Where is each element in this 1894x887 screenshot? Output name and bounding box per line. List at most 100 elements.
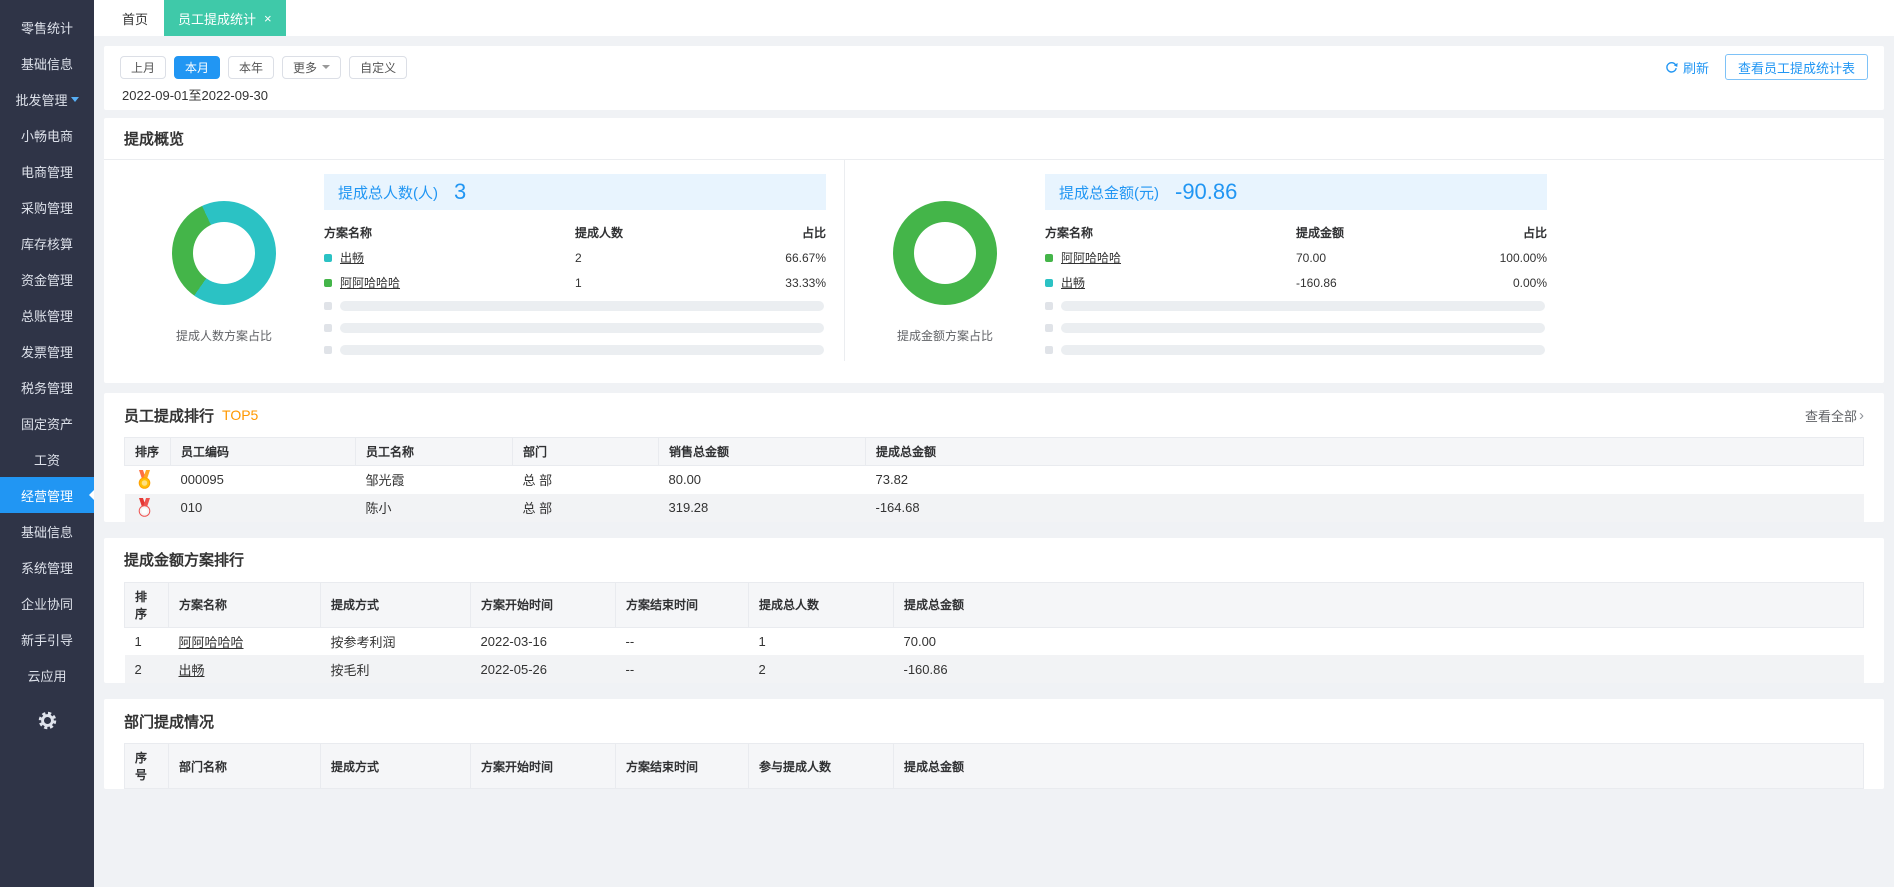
- table-row: 阿阿哈哈哈 70.00 100.00%: [1045, 245, 1547, 270]
- sidebar-item-fixed-assets[interactable]: 固定资产: [20, 416, 73, 432]
- sidebar-item-business-mgmt[interactable]: 经营管理: [0, 477, 94, 513]
- top5-badge: TOP5: [222, 407, 259, 423]
- skeleton-bar: [1061, 323, 1545, 333]
- sidebar: 零售统计 基础信息 批发管理 小畅电商 电商管理 采购管理 库存核算 资金管理 …: [0, 0, 94, 887]
- sidebar-item-inventory-accounting[interactable]: 库存核算: [20, 236, 73, 252]
- filter-this-month-button[interactable]: 本月: [174, 55, 221, 79]
- view-commission-table-button[interactable]: 查看员工提成统计表: [1724, 54, 1868, 80]
- table-row: 出畅 2 66.67%: [324, 245, 826, 270]
- dept-commission-card: 部门提成情况 序号 部门名称 提成方式 方案开始时间 方案结束时间 参与提成人数…: [104, 699, 1884, 789]
- legend-dot-icon: [1045, 253, 1053, 262]
- plan-link[interactable]: 阿阿哈哈哈: [178, 634, 244, 650]
- legend-dot-icon: [324, 324, 332, 332]
- count-donut-caption: 提成人数方案占比: [175, 329, 272, 343]
- filter-custom-button[interactable]: 自定义: [349, 55, 408, 79]
- placeholder-row: [1045, 339, 1547, 361]
- legend-dot-icon: [1045, 278, 1053, 287]
- sidebar-item-beginner-guide[interactable]: 新手引导: [20, 632, 73, 648]
- plan-link[interactable]: 出畅: [340, 251, 365, 265]
- plan-ranking-card: 提成金额方案排行 排序 方案名称 提成方式 方案开始时间 方案结束时间 提成总人…: [104, 537, 1884, 683]
- refresh-icon: [1666, 61, 1678, 73]
- skeleton-bar: [340, 301, 824, 311]
- tab-commission-stats[interactable]: 员工提成统计 ×: [164, 0, 286, 36]
- view-all-link[interactable]: 查看全部: [1805, 406, 1864, 425]
- sidebar-item-funds-mgmt[interactable]: 资金管理: [20, 272, 73, 288]
- table-row: 出畅 -160.86 0.00%: [1045, 270, 1547, 295]
- table-row[interactable]: 010 陈小 总 部 319.28 -164.68: [124, 493, 1864, 522]
- placeholder-row: [1045, 317, 1547, 339]
- dept-commission-table: 序号 部门名称 提成方式 方案开始时间 方案结束时间 参与提成人数 提成总金额: [124, 743, 1864, 789]
- employee-ranking-table: 排序 员工编码 员工名称 部门 销售总金额 提成总金额: [124, 437, 1864, 522]
- sidebar-item-system-mgmt[interactable]: 系统管理: [20, 560, 73, 576]
- sidebar-item-payroll[interactable]: 工资: [33, 452, 60, 468]
- total-count-label: 提成总人数(人): [338, 184, 438, 202]
- count-donut-chart: [172, 201, 276, 305]
- total-amount-label: 提成总金额(元): [1059, 184, 1159, 202]
- legend-dot-icon: [1045, 346, 1053, 354]
- amount-panel: 提成金额方案占比 提成总金额(元) -90.86 方案名称 提成金额: [845, 160, 1884, 361]
- total-count-strip: 提成总人数(人) 3: [324, 174, 826, 210]
- table-row: 阿阿哈哈哈 1 33.33%: [324, 270, 826, 295]
- table-row[interactable]: 000095 邹光霞 总 部 80.00 73.82: [125, 466, 1864, 494]
- sidebar-item-basic-info[interactable]: 基础信息: [20, 56, 73, 72]
- sidebar-item-cloud-apps[interactable]: 云应用: [27, 668, 67, 684]
- gear-icon: [38, 711, 56, 729]
- sidebar-item-general-ledger[interactable]: 总账管理: [20, 308, 73, 324]
- legend-dot-icon: [324, 302, 332, 310]
- plan-link[interactable]: 出畅: [178, 662, 205, 678]
- plan-ranking-table: 排序 方案名称 提成方式 方案开始时间 方案结束时间 提成总人数 提成总金额 1: [124, 581, 1864, 683]
- sidebar-item-basic-info-2[interactable]: 基础信息: [20, 524, 73, 540]
- legend-dot-icon: [1045, 302, 1053, 310]
- skeleton-bar: [340, 323, 824, 333]
- sidebar-item-ecommerce-mgmt[interactable]: 电商管理: [20, 164, 73, 180]
- refresh-button[interactable]: 刷新: [1665, 58, 1709, 77]
- plan-ranking-title: 提成金额方案排行: [124, 552, 245, 569]
- legend-dot-icon: [324, 253, 332, 262]
- silver-medal-icon: [138, 498, 150, 517]
- placeholder-row: [324, 317, 826, 339]
- sidebar-item-tax-mgmt[interactable]: 税务管理: [20, 380, 73, 396]
- table-header-row: 序号 部门名称 提成方式 方案开始时间 方案结束时间 参与提成人数 提成总金额: [124, 743, 1864, 789]
- filter-last-month-button[interactable]: 上月: [120, 55, 167, 79]
- amount-plan-table: 方案名称 提成金额 占比 阿阿哈哈哈 70.00 100.00%: [1045, 220, 1547, 361]
- tab-bar: 首页 员工提成统计 ×: [94, 0, 1894, 36]
- chevron-down-icon: [70, 96, 79, 102]
- filter-this-year-button[interactable]: 本年: [228, 55, 275, 79]
- sidebar-item-invoice-mgmt[interactable]: 发票管理: [20, 344, 73, 360]
- placeholder-row: [1045, 295, 1547, 317]
- close-icon[interactable]: ×: [264, 10, 272, 26]
- plan-link[interactable]: 阿阿哈哈哈: [340, 276, 401, 290]
- plan-link[interactable]: 出畅: [1061, 276, 1086, 290]
- filter-bar: 上月 本月 本年 更多 自定义 刷新 查看员工提成统计表: [104, 46, 1884, 110]
- table-row[interactable]: 1 阿阿哈哈哈 按参考利润 2022-03-16 -- 1 70.00: [134, 633, 937, 650]
- sidebar-item-purchase-mgmt[interactable]: 采购管理: [20, 200, 73, 216]
- employee-ranking-title: 员工提成排行: [124, 407, 215, 425]
- sidebar-item-retail-stats[interactable]: 零售统计: [20, 20, 73, 36]
- total-count-value: 3: [454, 179, 467, 204]
- table-header-row: 方案名称 提成人数 占比: [324, 226, 826, 240]
- filter-more-button[interactable]: 更多: [282, 55, 342, 79]
- date-range-text: 2022-09-01至2022-09-30: [122, 88, 268, 103]
- chevron-right-icon: [1859, 407, 1864, 424]
- plan-link[interactable]: 阿阿哈哈哈: [1061, 251, 1122, 265]
- sidebar-item-enterprise-collab[interactable]: 企业协同: [20, 596, 73, 612]
- amount-donut-caption: 提成金额方案占比: [896, 329, 993, 343]
- count-plan-table: 方案名称 提成人数 占比 出畅 2 66.67%: [324, 220, 826, 361]
- page-content: 上月 本月 本年 更多 自定义 刷新 查看员工提成统计表: [94, 36, 1894, 887]
- dept-commission-title: 部门提成情况: [124, 713, 215, 731]
- table-row[interactable]: 2 出畅 按毛利 2022-05-26 -- 2 -160.86: [124, 655, 1864, 683]
- total-amount-value: -90.86: [1175, 179, 1238, 204]
- total-amount-strip: 提成总金额(元) -90.86: [1045, 174, 1547, 210]
- commission-overview-card: 提成概览 提成人数方案占比 提成总人数(人) 3: [104, 118, 1884, 383]
- tab-home[interactable]: 首页: [122, 11, 149, 27]
- settings-gear-button[interactable]: [0, 700, 94, 740]
- table-header-row: 排序 方案名称 提成方式 方案开始时间 方案结束时间 提成总人数 提成总金额: [124, 581, 1864, 628]
- count-panel: 提成人数方案占比 提成总人数(人) 3 方案名称 提成人数: [104, 160, 845, 361]
- sidebar-item-wholesale-mgmt[interactable]: 批发管理: [0, 81, 94, 117]
- skeleton-bar: [340, 345, 824, 355]
- overview-title: 提成概览: [104, 118, 1884, 160]
- legend-dot-icon: [324, 278, 332, 287]
- legend-dot-icon: [324, 346, 332, 354]
- sidebar-item-xiaochang-ecommerce[interactable]: 小畅电商: [20, 128, 73, 144]
